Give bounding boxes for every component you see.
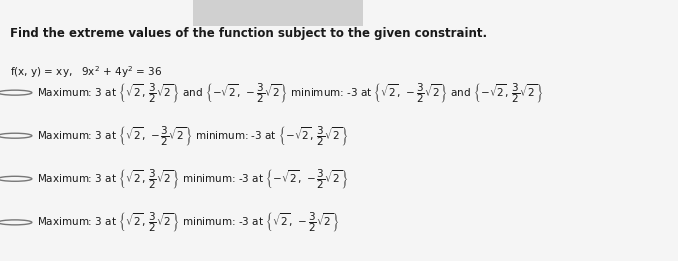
Text: Maximum: 3 at $\left\{\sqrt{2},\,\dfrac{3}{2}\sqrt{2}\right\}$ minimum: -3 at $\: Maximum: 3 at $\left\{\sqrt{2},\,\dfrac{…: [37, 210, 340, 234]
Text: Maximum: 3 at $\left\{\sqrt{2},\,\dfrac{3}{2}\sqrt{2}\right\}$ minimum: -3 at $\: Maximum: 3 at $\left\{\sqrt{2},\,\dfrac{…: [37, 167, 348, 191]
Text: f(x, y) = xy,   9x$^2$ + 4y$^2$ = 36: f(x, y) = xy, 9x$^2$ + 4y$^2$ = 36: [10, 64, 162, 80]
Text: Maximum: 3 at $\left\{\sqrt{2},\,-\dfrac{3}{2}\sqrt{2}\right\}$ minimum: -3 at $: Maximum: 3 at $\left\{\sqrt{2},\,-\dfrac…: [37, 124, 348, 148]
FancyBboxPatch shape: [193, 0, 363, 26]
Text: Maximum: 3 at $\left\{\sqrt{2},\,\dfrac{3}{2}\sqrt{2}\right\}$ and $\left\{-\sqr: Maximum: 3 at $\left\{\sqrt{2},\,\dfrac{…: [37, 81, 544, 105]
Text: Find the extreme values of the function subject to the given constraint.: Find the extreme values of the function …: [10, 27, 487, 40]
